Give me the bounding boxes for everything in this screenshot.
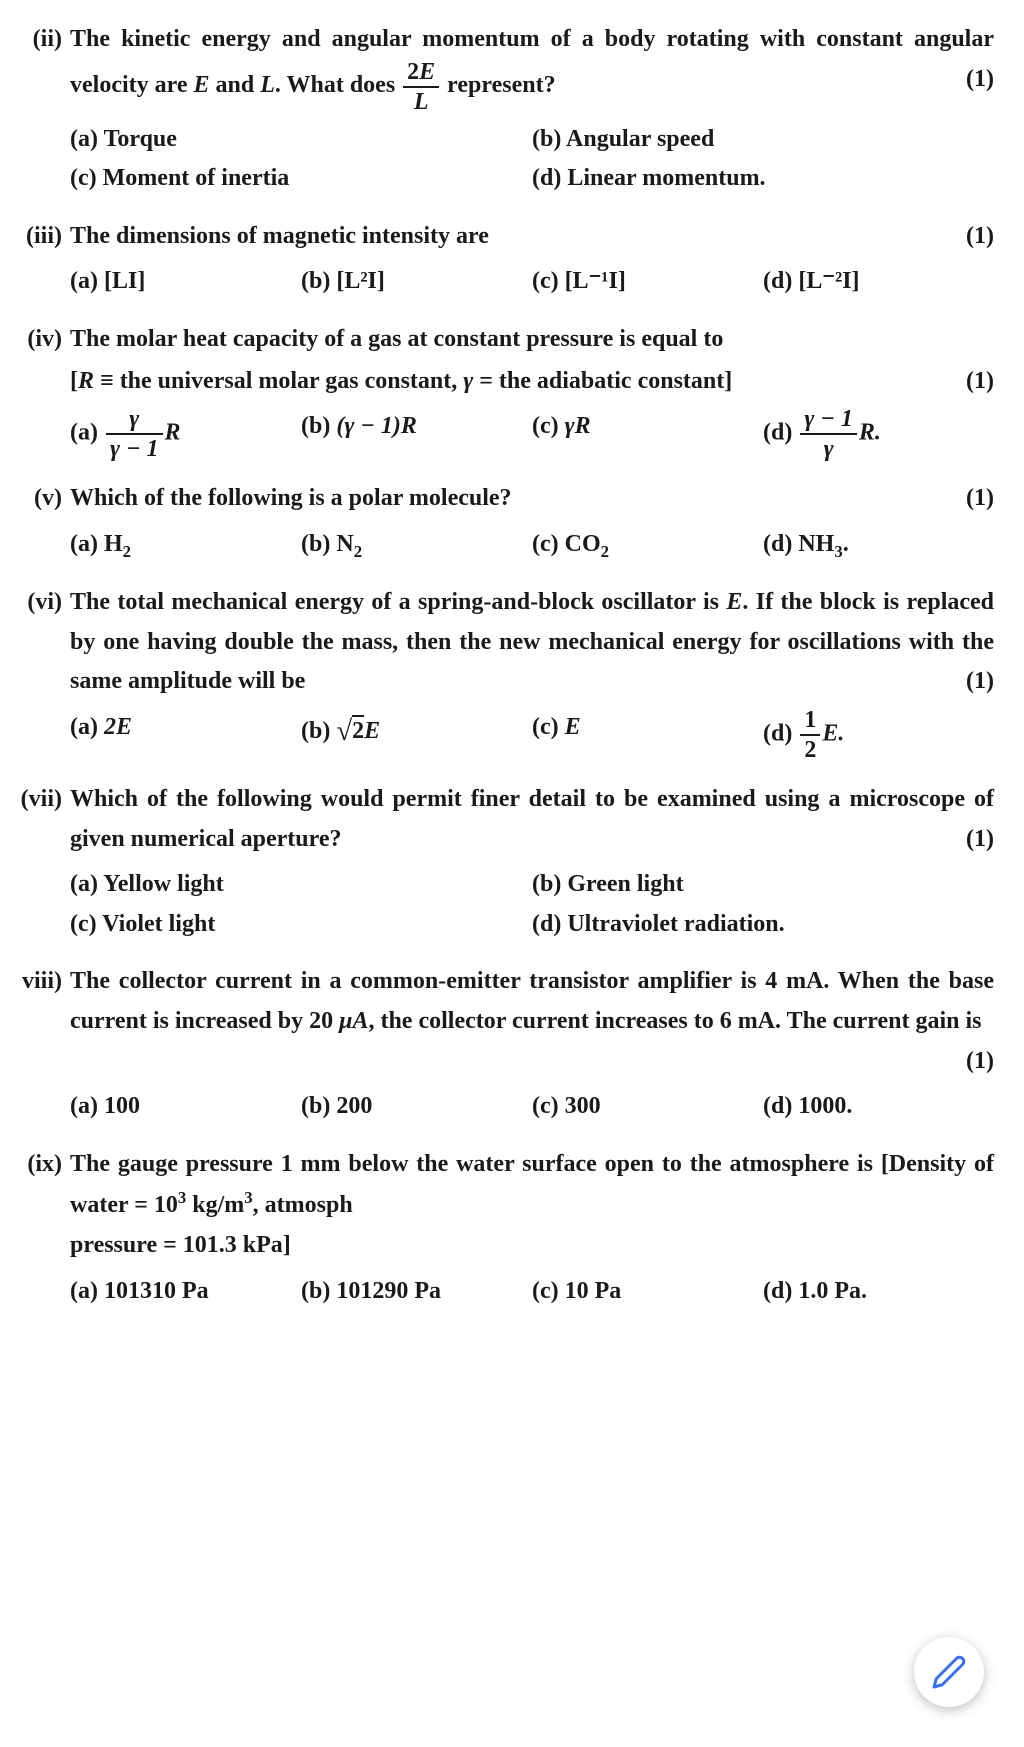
question-number: (iv) — [10, 320, 70, 401]
option-c: (c) Violet light — [70, 905, 532, 945]
option-a: (a) 101310 Pa — [70, 1272, 301, 1312]
option-c: (c) E — [532, 708, 763, 762]
question-number: (ix) — [10, 1145, 70, 1266]
option-a: (a) 100 — [70, 1087, 301, 1127]
option-c: (c) CO2 — [532, 525, 763, 566]
options: (a) γγ − 1R (b) (γ − 1)R (c) γR (d) γ − … — [70, 407, 994, 461]
option-c: (c) γR — [532, 407, 763, 461]
question-ii: (ii) The kinetic energy and angular mome… — [10, 20, 994, 199]
options: (a) 101310 Pa (b) 101290 Pa (c) 10 Pa (d… — [70, 1272, 994, 1312]
question-text: Which of the following is a polar molecu… — [70, 485, 512, 511]
question-text-b: [R ≡ the universal molar gas constant, γ… — [70, 362, 994, 402]
question-v: (v) Which of the following is a polar mo… — [10, 479, 994, 565]
option-b: (b) Green light — [532, 865, 994, 905]
mark: (1) — [946, 479, 994, 519]
question-text: The total mechanical energy of a spring-… — [70, 589, 994, 694]
option-c: (c) 300 — [532, 1087, 763, 1127]
question-text: The gauge pressure 1 mm below the water … — [70, 1145, 994, 1226]
options: (a) 100 (b) 200 (c) 300 (d) 1000. — [70, 1087, 994, 1127]
pencil-icon — [931, 1654, 967, 1690]
question-text: The dimensions of magnetic intensity are — [70, 223, 489, 249]
option-b: (b) 101290 Pa — [301, 1272, 532, 1312]
option-b: (b) (γ − 1)R — [301, 407, 532, 461]
question-text: The kinetic energy and angular momentum … — [70, 26, 994, 98]
mark: (1) — [946, 362, 994, 402]
option-b: (b) √2E — [301, 708, 532, 762]
option-b: (b) [L²I] — [301, 262, 532, 302]
mark: (1) — [946, 60, 994, 100]
question-iv: (iv) The molar heat capacity of a gas at… — [10, 320, 994, 461]
options: (a) Torque (b) Angular speed (c) Moment … — [70, 120, 994, 199]
question-ix: (ix) The gauge pressure 1 mm below the w… — [10, 1145, 994, 1311]
option-a: (a) 2E — [70, 708, 301, 762]
option-c: (c) Moment of inertia — [70, 159, 532, 199]
option-d: (d) γ − 1γR. — [763, 407, 994, 461]
option-d: (d) [L⁻²I] — [763, 262, 994, 302]
mark: (1) — [946, 820, 994, 860]
question-number: (ii) — [10, 20, 70, 114]
question-number: (vi) — [10, 583, 70, 702]
options: (a) H2 (b) N2 (c) CO2 (d) NH3. — [70, 525, 994, 566]
question-number: (v) — [10, 479, 70, 519]
question-number: (iii) — [10, 217, 70, 257]
question-text-b: pressure = 101.3 kPa] — [70, 1226, 994, 1266]
option-d: (d) Ultraviolet radiation. — [532, 905, 994, 945]
question-vi: (vi) The total mechanical energy of a sp… — [10, 583, 994, 762]
option-d: (d) 1.0 Pa. — [763, 1272, 994, 1312]
option-b: (b) 200 — [301, 1087, 532, 1127]
options: (a) 2E (b) √2E (c) E (d) 12E. — [70, 708, 994, 762]
mark: (1) — [946, 1042, 994, 1082]
option-a: (a) H2 — [70, 525, 301, 566]
option-c: (c) 10 Pa — [532, 1272, 763, 1312]
question-viii: viii) The collector current in a common-… — [10, 962, 994, 1126]
question-number: viii) — [10, 962, 70, 1081]
question-iii: (iii) The dimensions of magnetic intensi… — [10, 217, 994, 302]
option-a: (a) γγ − 1R — [70, 407, 301, 461]
question-number: (vii) — [10, 780, 70, 859]
options: (a) [LI] (b) [L²I] (c) [L⁻¹I] (d) [L⁻²I] — [70, 262, 994, 302]
option-c: (c) [L⁻¹I] — [532, 262, 763, 302]
question-text: Which of the following would permit fine… — [70, 786, 994, 852]
mark: (1) — [946, 217, 994, 257]
option-b: (b) N2 — [301, 525, 532, 566]
option-a: (a) Torque — [70, 120, 532, 160]
question-vii: (vii) Which of the following would permi… — [10, 780, 994, 944]
option-d: (d) Linear momentum. — [532, 159, 994, 199]
options: (a) Yellow light (b) Green light (c) Vio… — [70, 865, 994, 944]
option-a: (a) Yellow light — [70, 865, 532, 905]
mark: (1) — [946, 662, 994, 702]
option-a: (a) [LI] — [70, 262, 301, 302]
option-d: (d) 12E. — [763, 708, 994, 762]
option-b: (b) Angular speed — [532, 120, 994, 160]
option-d: (d) 1000. — [763, 1087, 994, 1127]
question-text: The molar heat capacity of a gas at cons… — [70, 320, 994, 360]
edit-button[interactable] — [914, 1637, 984, 1707]
question-text: The collector current in a common-emitte… — [70, 968, 994, 1034]
option-d: (d) NH3. — [763, 525, 994, 566]
